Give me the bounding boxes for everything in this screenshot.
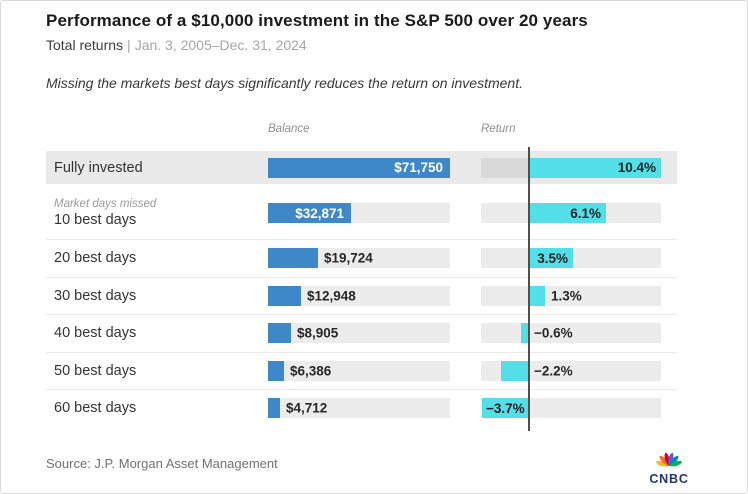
peacock-feathers xyxy=(655,452,683,467)
return-track: 3.5% xyxy=(481,248,661,268)
return-value-label: 6.1% xyxy=(570,205,601,221)
page-title: Performance of a $10,000 investment in t… xyxy=(46,11,588,30)
balance-bar: $32,871 xyxy=(268,203,351,223)
balance-value-label: $32,871 xyxy=(295,205,344,221)
return-track: −2.2% xyxy=(481,360,661,381)
return-value-label: 1.3% xyxy=(551,288,582,303)
return-bar: 3.5% xyxy=(529,248,573,268)
balance-track: $6,386 xyxy=(268,360,450,381)
return-track: −3.7% xyxy=(481,398,661,418)
row-label: 20 best days xyxy=(54,250,137,266)
return-track: 1.3% xyxy=(481,285,661,306)
chart-row: 50 best days $6,386 −2.2% xyxy=(46,352,677,390)
balance-track: $4,712 xyxy=(268,398,450,418)
nbc-peacock-icon xyxy=(655,452,683,467)
row-label-block: Fully invested xyxy=(54,160,143,176)
chart-row: 30 best days $12,948 1.3% xyxy=(46,277,677,315)
subtitle-returns-type: Total returns xyxy=(46,37,124,53)
chart-row: 20 best days $19,724 3.5% xyxy=(46,239,677,277)
column-header-balance: Balance xyxy=(268,123,310,135)
row-sublabel: Market days missed xyxy=(54,198,157,210)
chart-row: Fully invested $71,750 10.4% xyxy=(46,151,677,184)
row-label: Fully invested xyxy=(54,159,143,176)
return-bar: 10.4% xyxy=(529,157,661,178)
subtitle-separator: | xyxy=(127,37,131,53)
balance-bar: $71,750 xyxy=(268,157,450,178)
balance-track: $12,948 xyxy=(268,285,450,306)
balance-value-label: $6,386 xyxy=(290,363,332,378)
return-bar xyxy=(521,323,529,343)
balance-track: $8,905 xyxy=(268,323,450,343)
return-value-label: −3.7% xyxy=(486,400,525,416)
source-credit: Source: J.P. Morgan Asset Management xyxy=(46,456,278,471)
balance-bar xyxy=(268,248,318,268)
chart-row: 60 best days $4,712 −3.7% xyxy=(46,389,677,427)
cnbc-wordmark: CNBC xyxy=(649,472,689,486)
chart-annotation: Missing the markets best days significan… xyxy=(46,75,523,91)
row-label: 30 best days xyxy=(54,287,137,304)
balance-track: $19,724 xyxy=(268,248,450,268)
row-separator xyxy=(46,239,677,240)
row-label-block: 40 best days xyxy=(54,325,136,341)
row-label-block: 60 best days xyxy=(54,400,136,416)
row-separator xyxy=(46,389,677,390)
row-label: 40 best days xyxy=(54,325,137,341)
balance-value-label: $12,948 xyxy=(307,288,356,303)
column-header-return: Return xyxy=(481,123,516,135)
return-track: −0.6% xyxy=(481,323,661,343)
subtitle-date-range: Jan. 3, 2005–Dec. 31, 2024 xyxy=(134,37,307,53)
return-value-label: −2.2% xyxy=(534,363,573,378)
return-value-label: 3.5% xyxy=(537,250,568,266)
balance-value-label: $8,905 xyxy=(297,325,339,341)
balance-value-label: $4,712 xyxy=(286,400,328,416)
return-bar xyxy=(529,285,545,306)
balance-track: $71,750 xyxy=(268,157,450,178)
row-label: 60 best days xyxy=(54,400,137,416)
return-track: 6.1% xyxy=(481,203,661,223)
cnbc-logo: CNBC xyxy=(647,444,691,486)
row-label: 10 best days xyxy=(54,212,137,228)
balance-value-label: $19,724 xyxy=(324,250,373,266)
balance-bar xyxy=(268,398,280,418)
row-label: 50 best days xyxy=(54,362,137,379)
chart-subtitle: Total returns | Jan. 3, 2005–Dec. 31, 2024 xyxy=(46,37,311,53)
balance-bar xyxy=(268,360,284,381)
balance-value-label: $71,750 xyxy=(394,160,443,175)
return-bar: 6.1% xyxy=(529,203,606,223)
row-label-block: 20 best days xyxy=(54,250,136,266)
return-value-label: −0.6% xyxy=(534,325,573,341)
row-label-block: 30 best days xyxy=(54,288,136,304)
balance-track: $32,871 xyxy=(268,203,450,223)
return-value-label: 10.4% xyxy=(617,160,656,175)
row-separator xyxy=(46,314,677,315)
row-label-block: 50 best days xyxy=(54,363,136,379)
zero-axis-line xyxy=(528,147,530,431)
return-bar: −3.7% xyxy=(482,398,529,418)
balance-bar xyxy=(268,323,291,343)
row-separator xyxy=(46,351,677,353)
return-track: 10.4% xyxy=(481,157,661,178)
chart-row: 40 best days $8,905 −0.6% xyxy=(46,314,677,352)
chart-row: Market days missed 10 best days $32,871 6.1… xyxy=(46,193,677,233)
row-label-block: Market days missed 10 best days xyxy=(54,198,156,228)
balance-bar xyxy=(268,285,301,306)
return-bar xyxy=(501,360,529,381)
row-separator xyxy=(46,276,677,278)
